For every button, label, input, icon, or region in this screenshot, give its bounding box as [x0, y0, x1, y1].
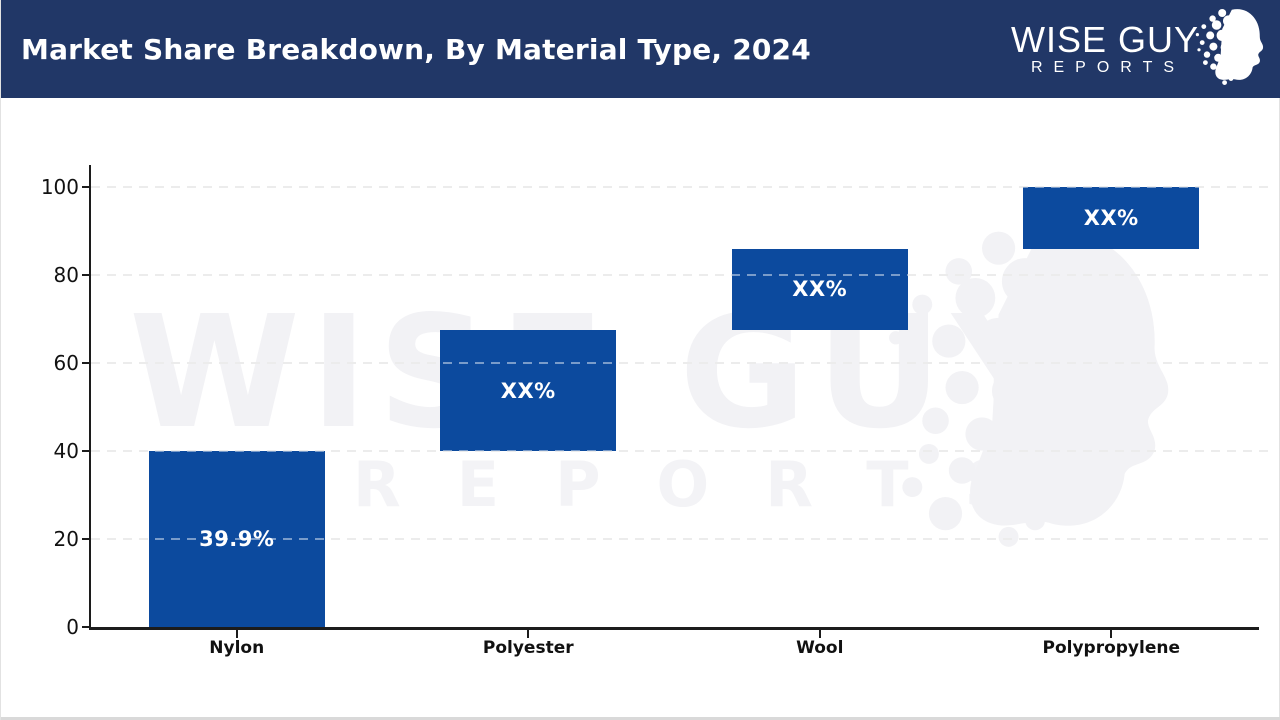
y-tick-label: 40 [53, 439, 79, 463]
gridline [91, 186, 1271, 188]
x-label-polyester: Polyester [482, 638, 574, 658]
bar-wool: XX% [731, 248, 908, 330]
gridline-overlay [91, 186, 1271, 188]
y-tick-label: 60 [53, 351, 79, 375]
gridline [91, 538, 1271, 540]
x-tick-mark [818, 630, 821, 638]
bar-nylon: 39.9% [148, 451, 325, 627]
x-label-wool: Wool [796, 638, 844, 658]
x-tick-mark [527, 630, 530, 638]
bar-polyester: XX% [440, 330, 617, 452]
bar-value-label: 39.9% [199, 527, 275, 552]
x-label-nylon: Nylon [209, 638, 265, 658]
x-label-polypropylene: Polypropylene [1042, 638, 1181, 658]
watermark-head-icon [889, 231, 1169, 547]
y-axis-line [89, 165, 91, 628]
gridline-overlay [91, 362, 1271, 364]
y-tick-mark [82, 538, 90, 540]
logo-wordmark: WISE GUY [1010, 18, 1199, 60]
logo-text: WISE GUY REPORTS [1010, 18, 1199, 78]
gridline-overlay [91, 274, 1271, 276]
gridline [91, 450, 1271, 452]
bar-polypropylene: XX% [1023, 187, 1200, 249]
gridline [91, 274, 1271, 276]
bar-value-label: XX% [792, 277, 848, 302]
y-tick-label: 80 [53, 263, 79, 287]
page-title: Market Share Breakdown, By Material Type… [21, 32, 811, 66]
x-tick-mark [235, 630, 238, 638]
y-tick-label: 20 [53, 527, 79, 551]
bar-value-label: XX% [500, 378, 556, 403]
dotted-head-icon [1195, 9, 1264, 85]
y-tick-mark [82, 274, 90, 276]
logo-subtitle: REPORTS [1030, 59, 1186, 77]
gridline-overlay [91, 450, 1271, 452]
x-axis-line [89, 627, 1259, 630]
y-tick-label: 100 [40, 175, 79, 199]
y-tick-mark [82, 186, 90, 188]
header-bar: Market Share Breakdown, By Material Type… [1, 0, 1280, 98]
bar-value-label: XX% [1083, 205, 1139, 230]
x-tick-mark [1110, 630, 1113, 638]
plot-area: 39.9% XX% XX% XX% Nylon Polyester Wool P… [1, 98, 1280, 718]
y-tick-label: 0 [66, 615, 79, 639]
y-tick-mark [82, 362, 90, 364]
gridline-overlay [91, 538, 1271, 540]
gridline [91, 362, 1271, 364]
bottom-divider [1, 717, 1280, 720]
y-tick-mark [82, 450, 90, 452]
wise-guy-reports-logo: WISE GUY REPORTS [1009, 0, 1269, 98]
watermark-subtitle: REPORTS [353, 448, 1066, 521]
y-tick-mark [82, 626, 90, 628]
